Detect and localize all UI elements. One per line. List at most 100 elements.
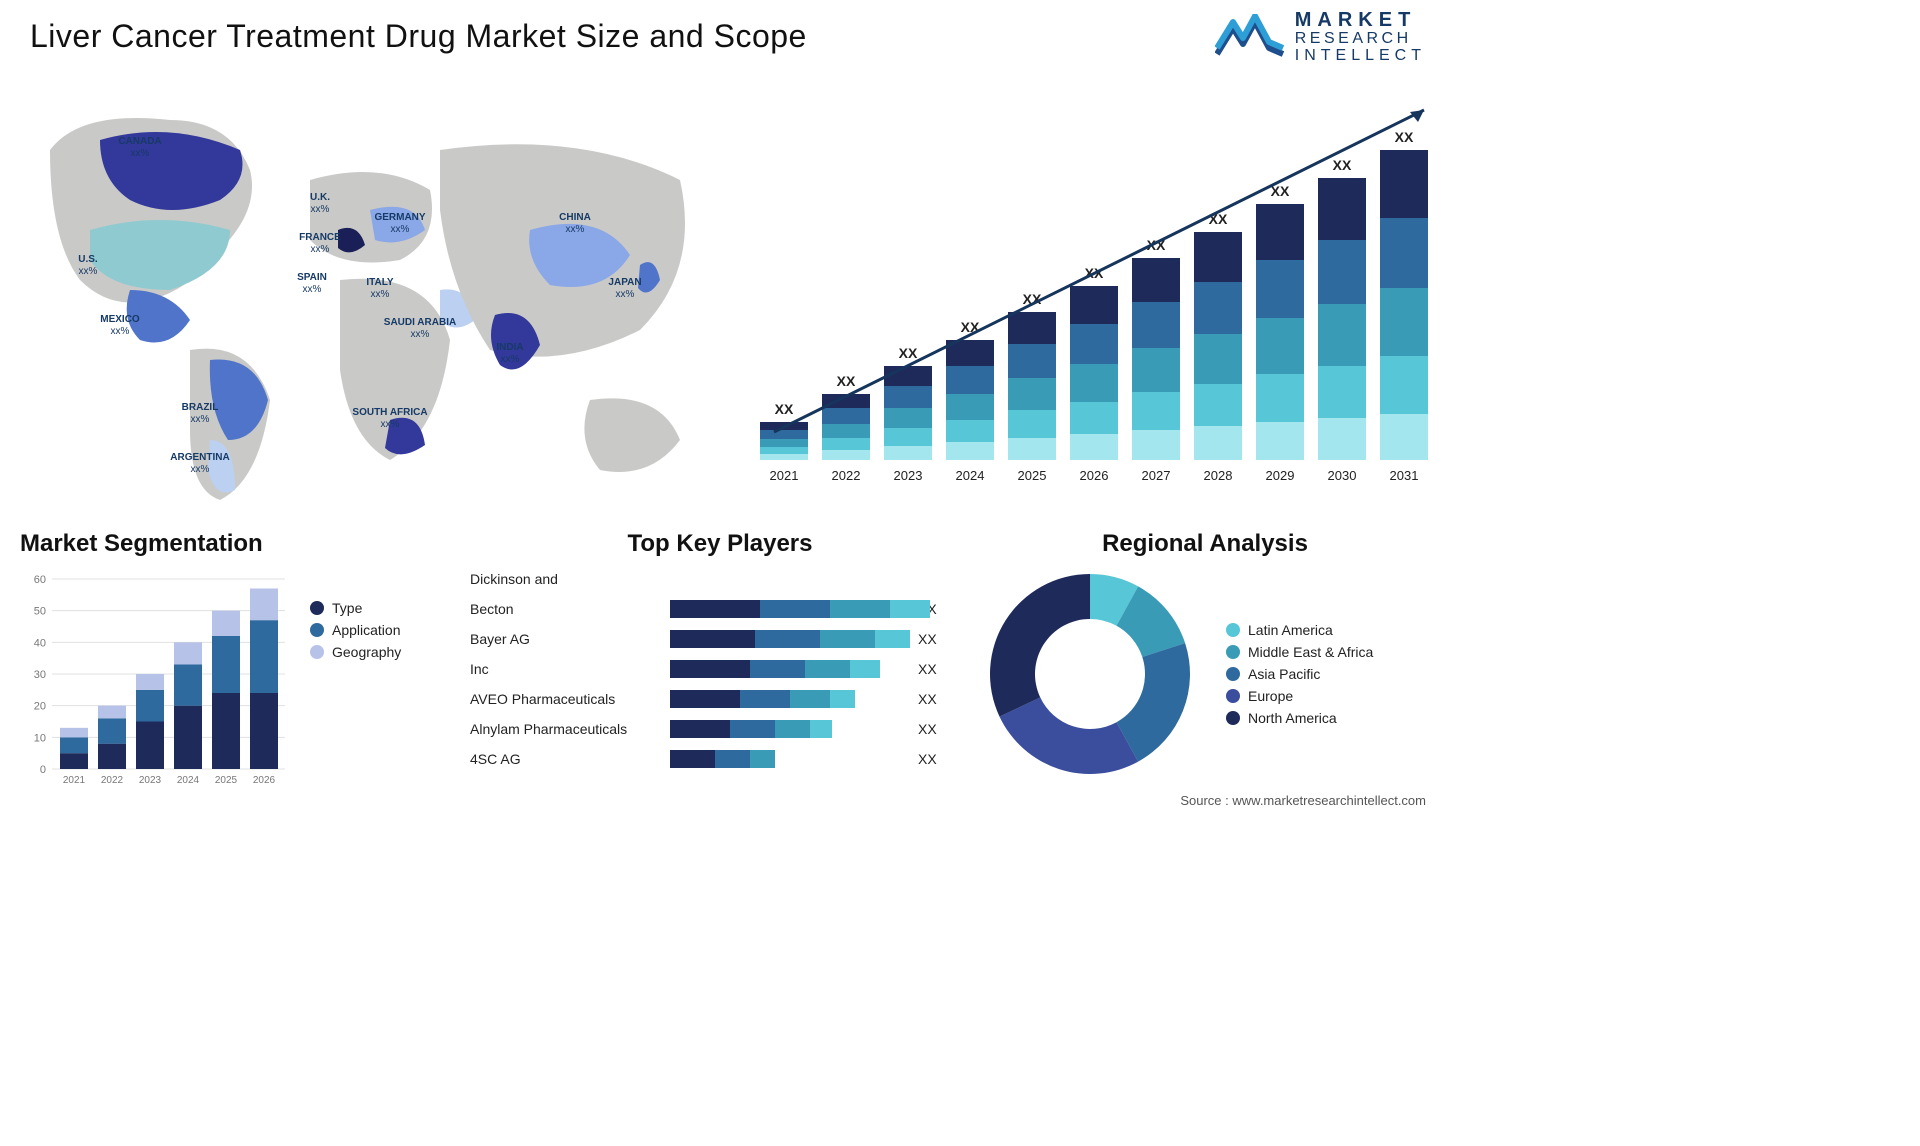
player-bar — [670, 630, 910, 648]
player-value: XX — [918, 661, 937, 677]
growth-x-label: 2025 — [1018, 468, 1047, 483]
map-country-label: GERMANY — [374, 212, 425, 223]
seg-bar-seg — [98, 718, 126, 743]
player-bar-seg — [750, 660, 805, 678]
player-row: Inc XX — [470, 654, 970, 684]
map-country-value: xx% — [411, 329, 430, 340]
growth-bar-seg — [760, 447, 808, 454]
growth-bar-seg — [822, 408, 870, 424]
growth-bar-seg — [884, 408, 932, 428]
player-bar-seg — [830, 690, 855, 708]
seg-bar-seg — [98, 706, 126, 719]
seg-bar-seg — [136, 690, 164, 722]
player-name: Becton — [470, 601, 670, 617]
regional-legend-label: Latin America — [1248, 622, 1333, 638]
growth-bar-seg — [1008, 312, 1056, 344]
growth-bar-label: XX — [1395, 129, 1414, 145]
map-country-value: xx% — [371, 289, 390, 300]
player-bar-seg — [755, 630, 820, 648]
growth-bar-seg — [1318, 366, 1366, 418]
legend-dot-icon — [1226, 689, 1240, 703]
seg-bar-seg — [250, 589, 278, 621]
map-country-label: BRAZIL — [182, 402, 219, 413]
growth-bar-seg — [1132, 392, 1180, 430]
player-value: XX — [918, 631, 937, 647]
page-title: Liver Cancer Treatment Drug Market Size … — [30, 18, 807, 55]
player-bar-seg — [875, 630, 910, 648]
player-bar-seg — [830, 600, 890, 618]
seg-bar-seg — [174, 642, 202, 664]
player-bar-seg — [730, 720, 775, 738]
growth-bar-seg — [1070, 286, 1118, 324]
seg-bar-seg — [60, 753, 88, 769]
seg-y-label: 0 — [40, 764, 46, 776]
player-bar-seg — [810, 720, 832, 738]
seg-bar-seg — [174, 665, 202, 706]
seg-bar-seg — [136, 722, 164, 770]
growth-x-label: 2029 — [1266, 468, 1295, 483]
growth-bar-seg — [1380, 356, 1428, 414]
growth-bar-seg — [1256, 374, 1304, 422]
regional-legend: Latin AmericaMiddle East & AfricaAsia Pa… — [1226, 616, 1373, 732]
regional-section: Regional Analysis Latin AmericaMiddle Ea… — [980, 530, 1430, 800]
player-bar — [670, 600, 910, 618]
growth-bar-seg — [760, 439, 808, 447]
growth-bar-seg — [1008, 378, 1056, 410]
map-country-value: xx% — [311, 244, 330, 255]
map-country-label: SOUTH AFRICA — [352, 407, 427, 418]
map-country-label: MEXICO — [100, 314, 140, 325]
player-row: AVEO PharmaceuticalsXX — [470, 684, 970, 714]
brand-logo: MARKET RESEARCH INTELLECT — [1215, 10, 1426, 65]
growth-x-label: 2031 — [1390, 468, 1419, 483]
world-map: CANADAxx%U.S.xx%MEXICOxx%BRAZILxx%ARGENT… — [20, 90, 720, 520]
player-bar-seg — [740, 690, 790, 708]
growth-bar-seg — [1132, 430, 1180, 460]
legend-dot-icon — [310, 645, 324, 659]
map-country-value: xx% — [501, 354, 520, 365]
player-name: Alnylam Pharmaceuticals — [470, 721, 670, 737]
map-country-label: SAUDI ARABIA — [384, 317, 456, 328]
map-country-value: xx% — [391, 224, 410, 235]
segmentation-legend: Type Application Geography — [310, 594, 401, 666]
player-bar-seg — [670, 750, 715, 768]
seg-legend-label: Type — [332, 600, 362, 616]
seg-bar-seg — [250, 693, 278, 769]
growth-bar-seg — [884, 446, 932, 460]
growth-bar-seg — [1194, 426, 1242, 460]
player-name: Inc — [470, 661, 670, 677]
player-bar-seg — [790, 690, 830, 708]
map-country-label: INDIA — [496, 342, 523, 353]
seg-x-label: 2024 — [177, 775, 200, 786]
seg-bar-seg — [212, 611, 240, 636]
player-bar-seg — [820, 630, 875, 648]
player-row: Alnylam Pharmaceuticals XX — [470, 714, 970, 744]
seg-bar-seg — [212, 693, 240, 769]
map-country-value: xx% — [311, 204, 330, 215]
seg-legend-item: Geography — [310, 644, 401, 660]
map-country-value: xx% — [303, 284, 322, 295]
growth-bar-seg — [1132, 258, 1180, 302]
map-country-label: FRANCE — [299, 232, 341, 243]
growth-x-label: 2027 — [1142, 468, 1171, 483]
player-name: Dickinson and — [470, 571, 670, 587]
growth-bar-seg — [1380, 150, 1428, 218]
seg-y-label: 50 — [34, 606, 46, 618]
growth-bar-seg — [946, 442, 994, 460]
growth-bar-seg — [1256, 318, 1304, 374]
growth-bar-seg — [946, 366, 994, 394]
map-country-value: xx% — [191, 464, 210, 475]
player-value: XX — [918, 721, 937, 737]
donut-slice — [990, 574, 1090, 717]
growth-bar-seg — [1256, 204, 1304, 260]
map-country-label: SPAIN — [297, 272, 327, 283]
growth-bar-seg — [1008, 410, 1056, 438]
players-title: Top Key Players — [470, 530, 970, 558]
growth-bar-seg — [1070, 434, 1118, 460]
growth-bar-seg — [884, 428, 932, 446]
seg-bar-seg — [250, 620, 278, 693]
growth-bar-seg — [884, 386, 932, 408]
legend-dot-icon — [1226, 645, 1240, 659]
player-row: BectonXX — [470, 594, 970, 624]
player-name: AVEO Pharmaceuticals — [470, 691, 670, 707]
seg-legend-item: Application — [310, 622, 401, 638]
